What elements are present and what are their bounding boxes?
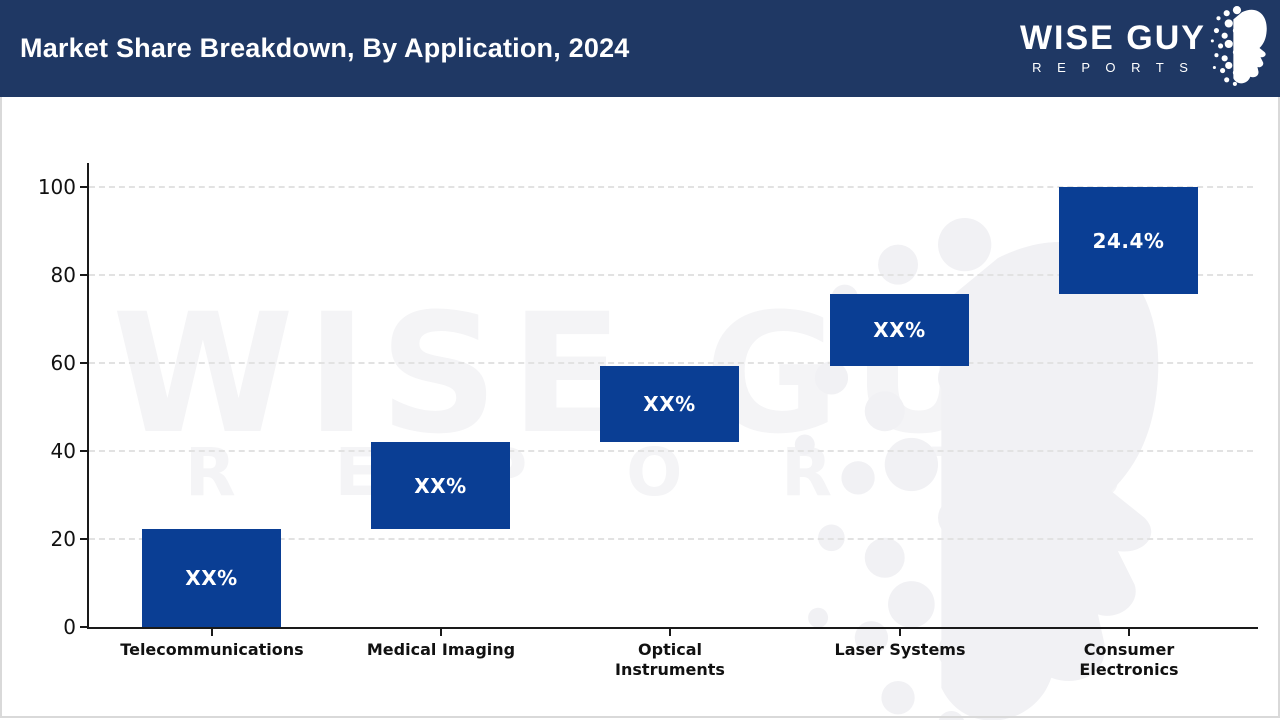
x-category-label: Medical Imaging: [366, 640, 516, 659]
y-tick-mark: [80, 274, 87, 276]
y-tick-mark: [80, 450, 87, 452]
x-category-label: Telecommunications: [120, 640, 304, 659]
gridline: [89, 450, 1253, 452]
bar-value-label: XX%: [414, 473, 467, 498]
y-tick-mark: [80, 538, 87, 540]
x-category-label: Optical Instruments: [615, 640, 725, 679]
y-tick-label: 40: [50, 439, 76, 463]
y-tick-label: 0: [63, 615, 76, 639]
wise-guy-logo: WISE GUY R E P O R T S: [1020, 6, 1270, 88]
y-tick-mark: [80, 362, 87, 364]
logo-text: WISE GUY R E P O R T S: [1020, 19, 1206, 75]
y-axis-line: [87, 163, 89, 629]
gridline: [89, 274, 1253, 276]
bar: XX%: [142, 529, 281, 627]
logo-wordmark: WISE GUY: [1019, 19, 1206, 57]
bar-value-label: 24.4%: [1092, 228, 1165, 253]
x-tick-mark: [899, 629, 901, 636]
x-tick-mark: [440, 629, 442, 636]
page-title: Market Share Breakdown, By Application, …: [20, 33, 630, 63]
header-band: Market Share Breakdown, By Application, …: [0, 0, 1280, 97]
bar: XX%: [830, 294, 969, 366]
logo-subtitle: R E P O R T S: [1032, 60, 1194, 75]
gridline: [89, 186, 1253, 188]
x-axis-line: [87, 627, 1258, 629]
y-tick-mark: [80, 186, 87, 188]
bar: 24.4%: [1059, 187, 1198, 294]
bar: XX%: [371, 442, 510, 529]
bar: XX%: [600, 366, 739, 442]
gridline: [89, 538, 1253, 540]
x-tick-mark: [211, 629, 213, 636]
bar-value-label: XX%: [643, 392, 696, 416]
x-tick-mark: [669, 629, 671, 636]
x-category-label: Laser Systems: [834, 640, 966, 659]
y-tick-label: 20: [50, 527, 76, 551]
bar-value-label: XX%: [185, 566, 238, 590]
y-tick-mark: [80, 626, 87, 628]
logo-face-icon: [1208, 6, 1270, 88]
gridline: [89, 362, 1253, 364]
x-category-label: Consumer Electronics: [1079, 640, 1179, 679]
y-tick-label: 60: [50, 351, 76, 375]
bar-value-label: XX%: [873, 318, 926, 342]
y-tick-label: 80: [50, 263, 76, 287]
y-tick-label: 100: [37, 175, 76, 199]
x-tick-mark: [1128, 629, 1130, 636]
